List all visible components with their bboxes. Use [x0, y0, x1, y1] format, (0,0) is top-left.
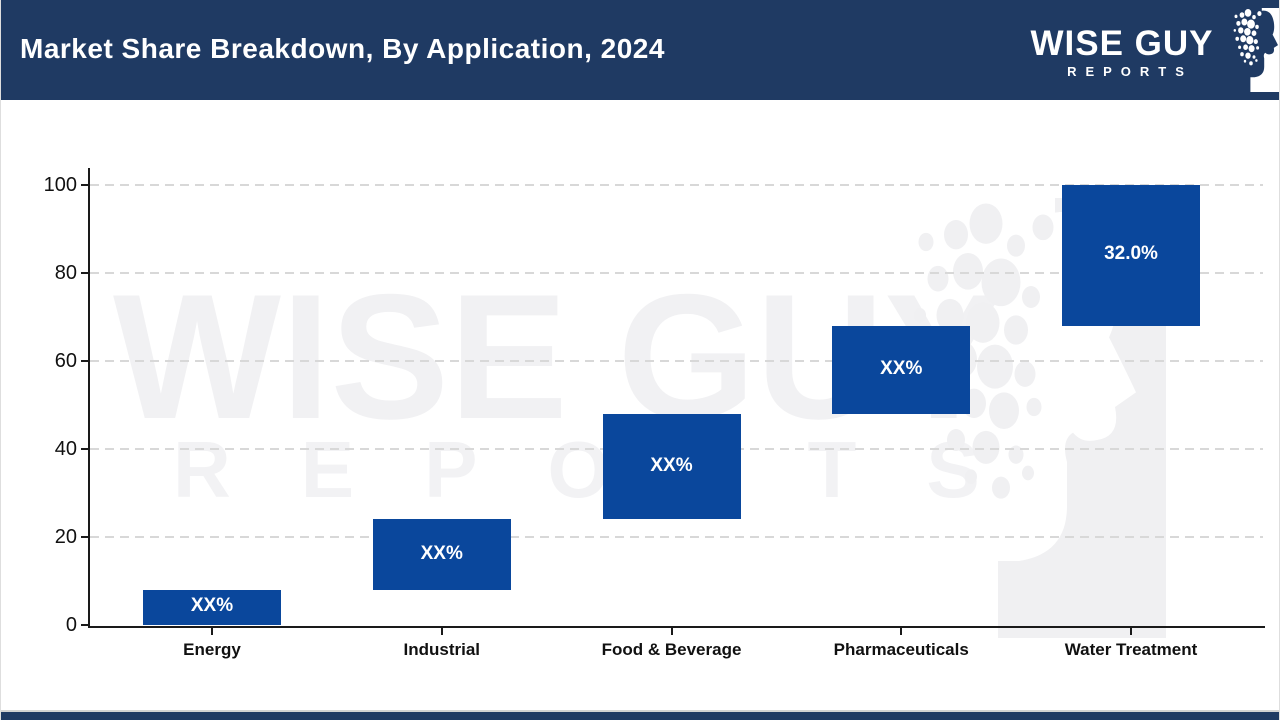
x-category-label: Industrial	[403, 640, 480, 659]
y-tick-label-0: 0	[65, 614, 77, 636]
gridline-20	[90, 536, 1263, 538]
x-category-label: Water Treatment	[1064, 640, 1198, 659]
y-tick-label-40: 40	[54, 438, 77, 460]
bar-pharmaceuticals	[832, 325, 971, 414]
y-tick-60	[81, 360, 88, 362]
wiseguy-logo: WISE GUY REPORTS	[1028, 6, 1279, 96]
bar-value-label: XX%	[880, 357, 923, 379]
y-tick-label-20: 20	[54, 526, 77, 548]
x-tick-0	[211, 628, 213, 635]
y-tick-0	[81, 624, 88, 626]
footer-bar	[1, 712, 1279, 720]
watermark-text-reports: REPORTS	[173, 430, 1050, 510]
y-tick-40	[81, 448, 88, 450]
bar-water-treatment	[1062, 185, 1200, 326]
y-tick-80	[81, 272, 88, 274]
wiseguy-head-icon	[1200, 8, 1279, 92]
bar-industrial	[372, 519, 511, 590]
x-category-label: Energy	[183, 640, 241, 659]
x-category-label: Pharmaceuticals	[833, 640, 969, 659]
bar-value-label: XX%	[420, 542, 463, 564]
gridline-60	[90, 360, 1263, 362]
gridline-80	[90, 272, 1263, 274]
page-title: Market Share Breakdown, By Application, …	[20, 33, 665, 64]
y-tick-100	[81, 184, 88, 186]
y-axis-line	[88, 168, 90, 627]
x-tick-2	[670, 628, 673, 635]
bar-value-label: XX%	[650, 454, 693, 476]
logo-wordmark: WISE GUY	[1030, 24, 1214, 63]
y-tick-label-80: 80	[54, 262, 77, 284]
x-tick-4	[1130, 628, 1132, 635]
bar-energy	[143, 589, 281, 625]
y-tick-label-100: 100	[43, 174, 77, 196]
y-tick-label-60: 60	[54, 350, 77, 372]
gridline-100	[90, 184, 1263, 186]
header-bar: Market Share Breakdown, By Application, …	[1, 0, 1279, 100]
bar-food-beverage	[602, 413, 741, 520]
x-axis-line	[88, 626, 1265, 628]
x-tick-1	[440, 628, 443, 635]
bottom-border-line	[1, 710, 1279, 712]
y-tick-20	[81, 536, 88, 538]
logo-subtext: REPORTS	[1067, 64, 1193, 79]
bar-value-label: 32.0%	[1104, 243, 1158, 265]
x-tick-3	[900, 628, 903, 635]
bar-value-label: XX%	[190, 595, 234, 617]
x-category-label: Food & Beverage	[601, 640, 742, 659]
